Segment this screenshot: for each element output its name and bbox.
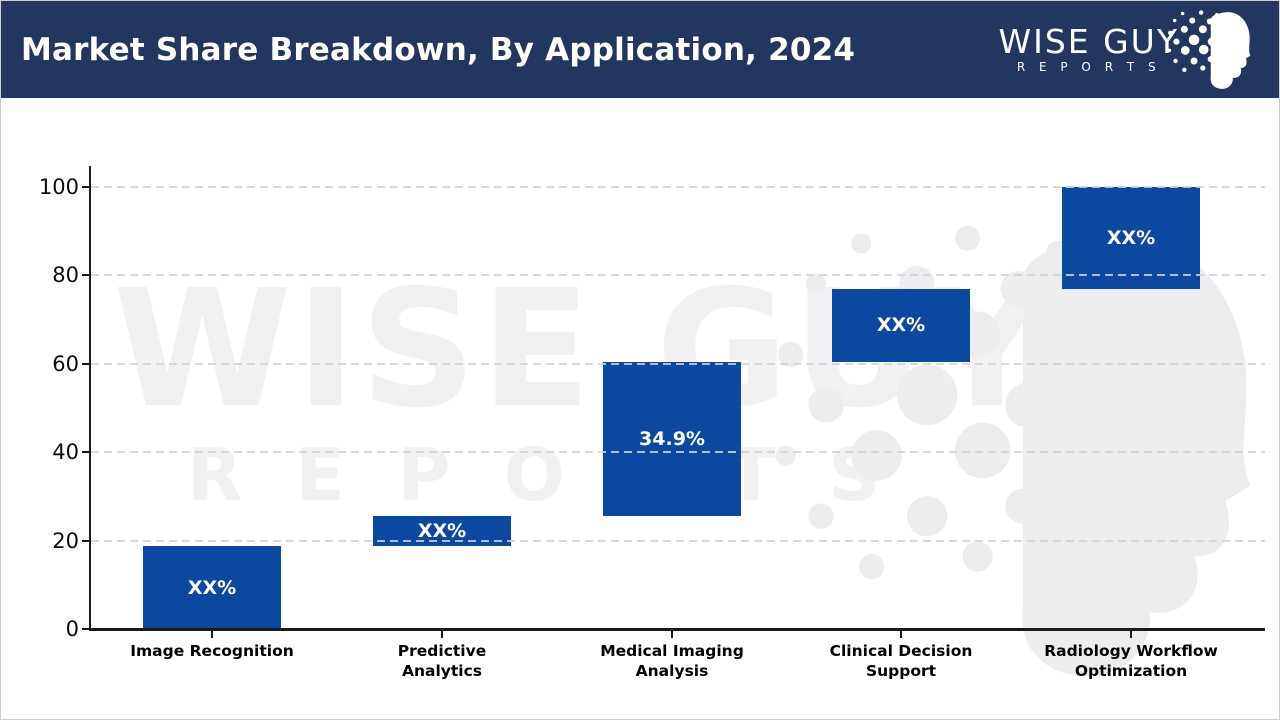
y-axis-tick	[82, 628, 89, 630]
x-category-label-line: Analysis	[635, 662, 709, 681]
x-axis-line	[89, 628, 1265, 631]
gridline-y	[91, 362, 1265, 365]
x-category-label-line: Support	[865, 662, 937, 681]
y-tick-label: 20	[52, 528, 79, 553]
chart-title: Market Share Breakdown, By Application, …	[21, 31, 856, 68]
brand-name: WISE GUY	[998, 21, 1179, 61]
x-category-label-line: Image Recognition	[130, 642, 294, 660]
bar-value-label: 34.9%	[639, 427, 705, 450]
y-axis-tick	[82, 186, 89, 188]
y-tick-label: 100	[38, 175, 79, 199]
bar-value-label: XX%	[417, 520, 467, 543]
x-axis-tick	[900, 631, 902, 638]
x-category-label-line: Optimization	[1074, 662, 1188, 681]
x-category-label-line: Clinical Decision	[829, 642, 973, 660]
y-tick-label: 40	[52, 440, 79, 465]
x-category-label-line: Medical Imaging	[600, 642, 744, 660]
gridline-y	[91, 451, 1265, 454]
x-category-label-line: Analytics	[401, 662, 483, 681]
y-axis-tick	[82, 451, 89, 454]
x-category-label: Predictive Analytics	[327, 641, 557, 682]
brand-dotted-face-icon	[1167, 9, 1251, 89]
x-category-label: Radiology Workflow Optimization	[1016, 641, 1246, 682]
y-tick-label: 60	[52, 351, 79, 376]
bar-value-label: XX%	[187, 576, 237, 599]
y-axis-tick	[82, 539, 89, 542]
bar-value-label: XX%	[876, 314, 926, 337]
header-bar: Market Share Breakdown, By Application, …	[1, 1, 1279, 98]
x-category-label: Image Recognition	[97, 641, 327, 661]
x-category-label-line: Radiology Workflow	[1044, 642, 1218, 660]
y-tick-label: 80	[52, 263, 79, 288]
x-axis-tick	[671, 631, 673, 638]
waterfall-bar: 34.9%	[603, 361, 741, 516]
bar-value-label: XX%	[1106, 226, 1156, 249]
x-category-label: Medical Imaging Analysis	[557, 641, 787, 682]
x-axis-tick	[1130, 631, 1132, 638]
waterfall-bar: XX%	[832, 288, 970, 362]
x-axis-tick	[441, 631, 443, 638]
brand-logo-text: WISE GUY R E P O R T S	[998, 21, 1179, 75]
gridline-y	[91, 539, 1265, 542]
y-axis-tick	[82, 274, 89, 277]
gridline-y	[91, 186, 1265, 188]
waterfall-bar: XX%	[373, 515, 511, 547]
gridline-y	[91, 274, 1265, 277]
y-axis-line	[89, 166, 91, 631]
x-category-label: Clinical Decision Support	[786, 641, 1016, 682]
brand-logo: WISE GUY R E P O R T S	[998, 8, 1253, 92]
x-category-label-line: Predictive	[397, 642, 487, 660]
waterfall-bar: XX%	[143, 546, 281, 629]
brand-tagline: R E P O R T S	[1016, 60, 1161, 75]
y-tick-label: 0	[65, 617, 79, 641]
y-axis-tick	[82, 362, 89, 365]
x-axis-tick	[211, 631, 213, 638]
